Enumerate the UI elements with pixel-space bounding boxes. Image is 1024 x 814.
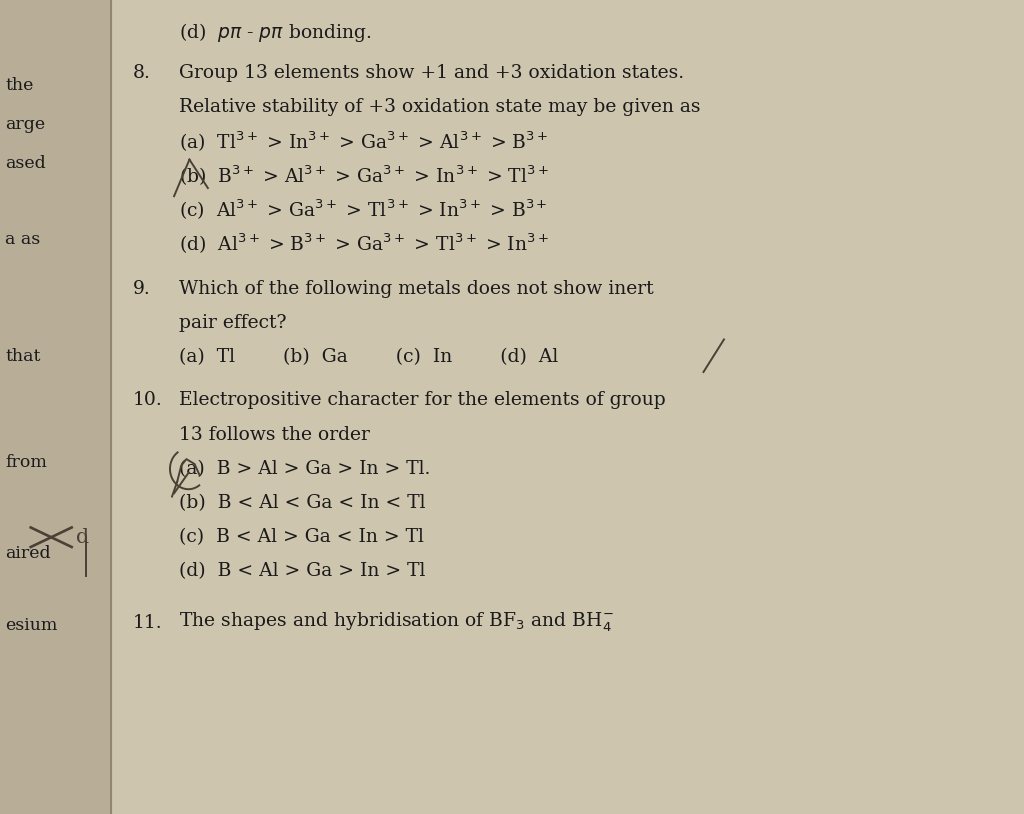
Text: d: d: [76, 527, 89, 547]
Text: (d)  Al$^{3+}$ > B$^{3+}$ > Ga$^{3+}$ > Tl$^{3+}$ > In$^{3+}$: (d) Al$^{3+}$ > B$^{3+}$ > Ga$^{3+}$ > T…: [179, 232, 549, 256]
Text: a as: a as: [5, 231, 40, 247]
Text: from: from: [5, 454, 47, 470]
Text: ased: ased: [5, 155, 46, 172]
Text: esium: esium: [5, 617, 57, 633]
Text: (b)  B$^{3+}$ > Al$^{3+}$ > Ga$^{3+}$ > In$^{3+}$ > Tl$^{3+}$: (b) B$^{3+}$ > Al$^{3+}$ > Ga$^{3+}$ > I…: [179, 164, 549, 188]
Text: (a)  Tl$^{3+}$ > In$^{3+}$ > Ga$^{3+}$ > Al$^{3+}$ > B$^{3+}$: (a) Tl$^{3+}$ > In$^{3+}$ > Ga$^{3+}$ > …: [179, 129, 549, 154]
Text: 9.: 9.: [133, 280, 151, 298]
Text: aired: aired: [5, 545, 51, 562]
Text: The shapes and hybridisation of BF$_{3}$ and BH$_{4}^{-}$: The shapes and hybridisation of BF$_{3}$…: [179, 611, 614, 634]
Text: Which of the following metals does not show inert: Which of the following metals does not s…: [179, 280, 654, 298]
Text: (d)  B < Al > Ga > In > Tl: (d) B < Al > Ga > In > Tl: [179, 562, 426, 580]
Text: Relative stability of +3 oxidation state may be given as: Relative stability of +3 oxidation state…: [179, 98, 700, 116]
Text: (c)  B < Al > Ga < In > Tl: (c) B < Al > Ga < In > Tl: [179, 528, 424, 546]
Text: the: the: [5, 77, 34, 94]
Text: that: that: [5, 348, 41, 365]
Text: (a)  B > Al > Ga > In > Tl.: (a) B > Al > Ga > In > Tl.: [179, 460, 430, 478]
Text: (d)  $p\pi$ - $p\pi$ bonding.: (d) $p\pi$ - $p\pi$ bonding.: [179, 21, 372, 44]
Text: Electropositive character for the elements of group: Electropositive character for the elemen…: [179, 392, 666, 409]
Text: 13 follows the order: 13 follows the order: [179, 426, 370, 444]
Text: (a)  Tl        (b)  Ga        (c)  In        (d)  Al: (a) Tl (b) Ga (c) In (d) Al: [179, 348, 558, 366]
Text: pair effect?: pair effect?: [179, 314, 287, 332]
Text: Group 13 elements show +1 and +3 oxidation states.: Group 13 elements show +1 and +3 oxidati…: [179, 64, 684, 82]
Text: 10.: 10.: [133, 392, 163, 409]
Text: 8.: 8.: [133, 64, 151, 82]
Text: (b)  B < Al < Ga < In < Tl: (b) B < Al < Ga < In < Tl: [179, 494, 426, 512]
Text: 11.: 11.: [133, 614, 163, 632]
Text: arge: arge: [5, 116, 45, 133]
Text: (c)  Al$^{3+}$ > Ga$^{3+}$ > Tl$^{3+}$ > In$^{3+}$ > B$^{3+}$: (c) Al$^{3+}$ > Ga$^{3+}$ > Tl$^{3+}$ > …: [179, 198, 548, 222]
Bar: [0, 0, 111, 814]
